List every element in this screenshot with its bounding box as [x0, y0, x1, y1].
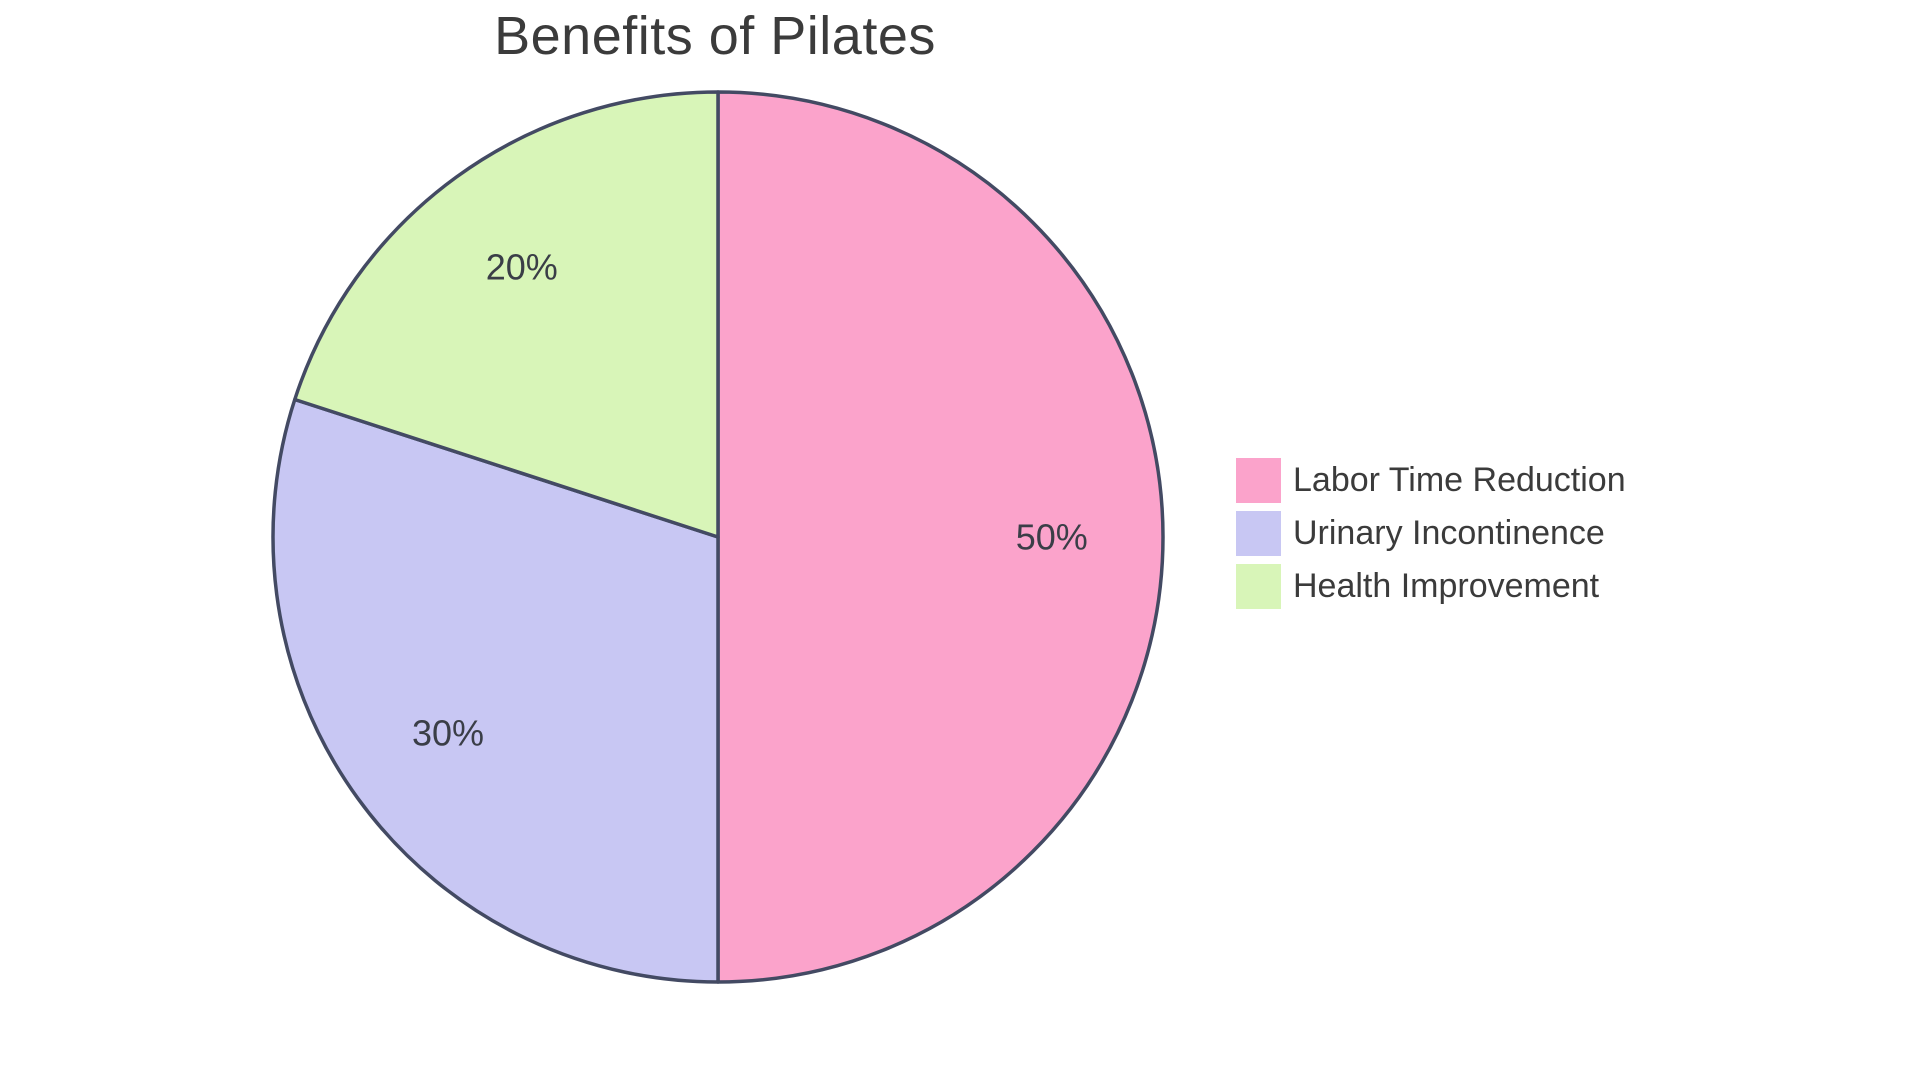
legend-item-urinary-incontinence[interactable]: Urinary Incontinence [1236, 511, 1626, 556]
legend-swatch-health-improvement [1236, 564, 1281, 609]
legend-item-labor-time-reduction[interactable]: Labor Time Reduction [1236, 458, 1626, 503]
pie-slice-1[interactable] [271, 397, 720, 984]
legend-label-urinary-incontinence: Urinary Incontinence [1293, 514, 1605, 552]
legend-label-health-improvement: Health Improvement [1293, 567, 1600, 605]
legend-label-labor-time-reduction: Labor Time Reduction [1293, 461, 1626, 499]
pie-slice-2[interactable] [293, 90, 720, 539]
legend: Labor Time Reduction Urinary Incontinenc… [1236, 458, 1626, 609]
pie-slice-label-1: 30% [412, 713, 484, 754]
legend-swatch-urinary-incontinence [1236, 511, 1281, 556]
chart-title: Benefits of Pilates [494, 6, 936, 66]
pie-slice-0[interactable] [716, 90, 1165, 984]
pie-slice-label-2: 20% [486, 247, 558, 288]
legend-swatch-labor-time-reduction [1236, 458, 1281, 503]
legend-item-health-improvement[interactable]: Health Improvement [1236, 564, 1626, 609]
pie-slice-label-0: 50% [1016, 517, 1088, 558]
